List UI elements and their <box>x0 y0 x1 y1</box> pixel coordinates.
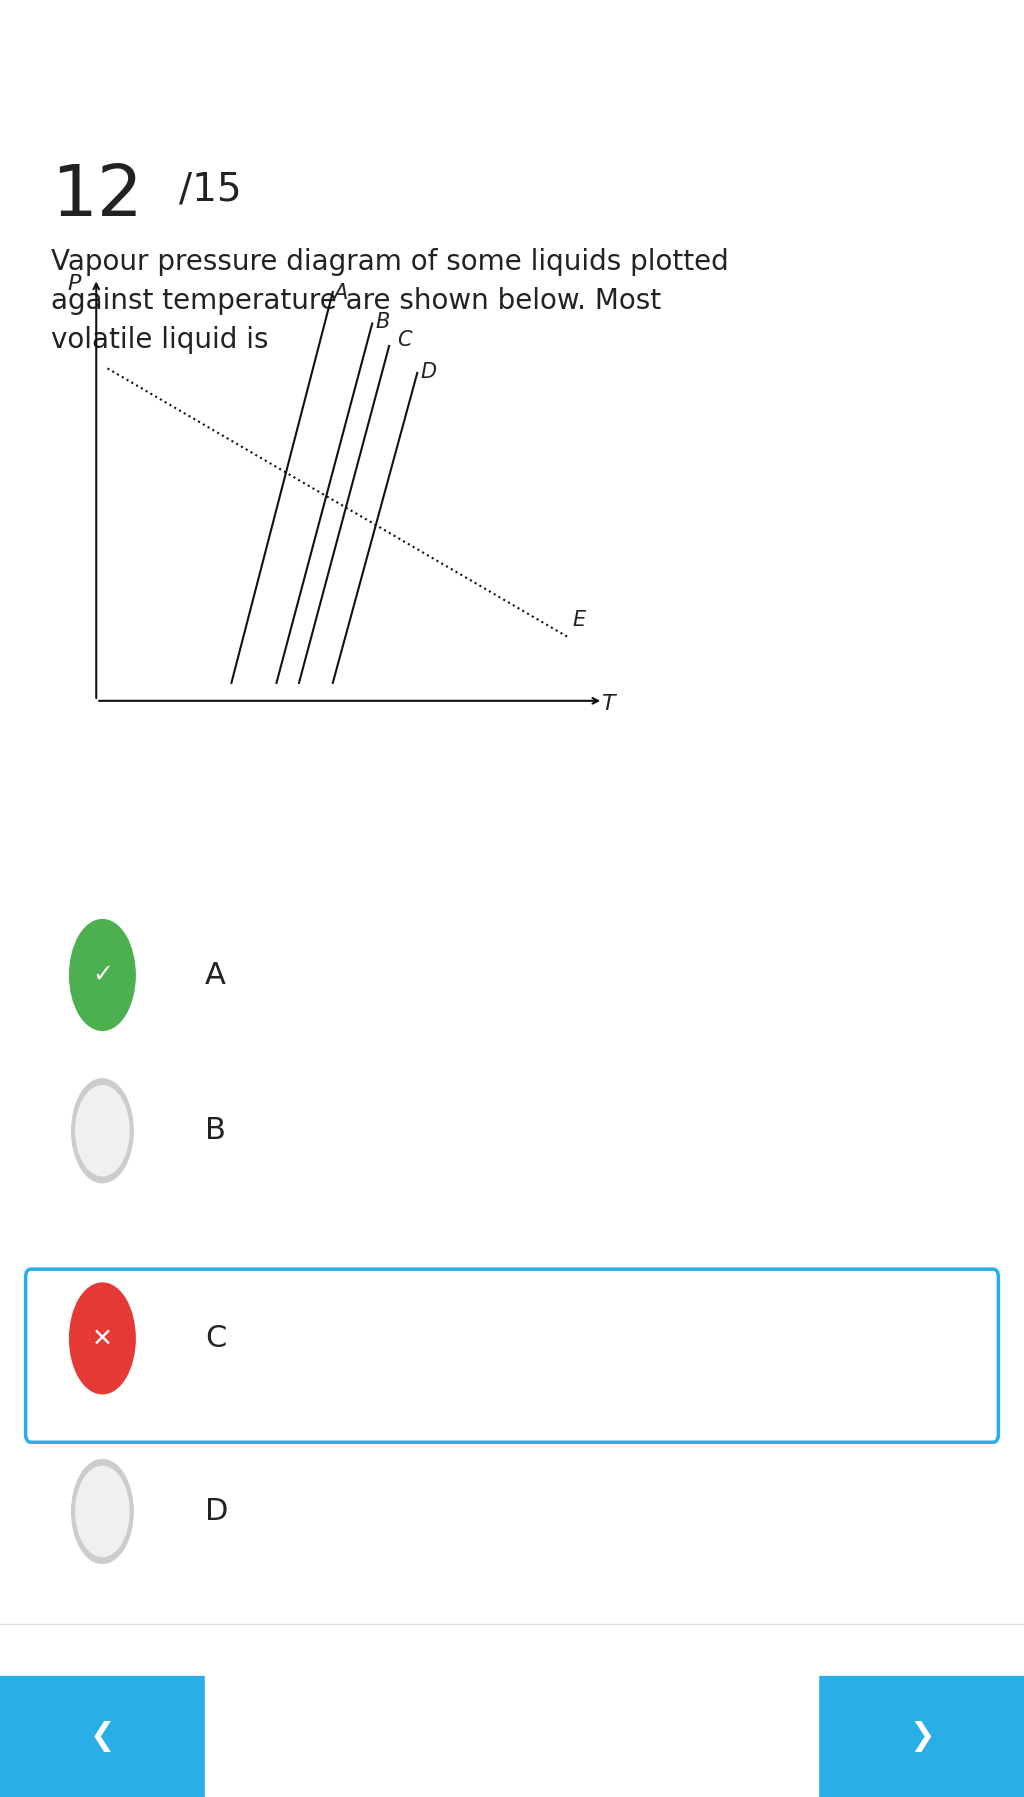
Text: C: C <box>205 1324 226 1353</box>
Circle shape <box>70 1283 135 1394</box>
Text: ❮: ❮ <box>90 1722 115 1752</box>
Circle shape <box>76 1466 129 1556</box>
Text: D: D <box>420 361 436 381</box>
Circle shape <box>72 1459 133 1563</box>
Text: T: T <box>601 694 614 713</box>
FancyBboxPatch shape <box>0 1677 205 1797</box>
Text: C: C <box>397 331 413 350</box>
FancyBboxPatch shape <box>819 1677 1024 1797</box>
Text: 12: 12 <box>51 162 143 230</box>
Text: Vapour pressure diagram of some liquids plotted
against temperature are shown be: Vapour pressure diagram of some liquids … <box>51 248 729 354</box>
Text: ✕: ✕ <box>92 1326 113 1350</box>
Text: /15: /15 <box>179 171 242 208</box>
Text: ✓: ✓ <box>92 963 113 987</box>
Text: B: B <box>375 313 389 332</box>
Text: P: P <box>67 273 81 295</box>
Text: Incorrect Questions: Incorrect Questions <box>390 22 634 45</box>
Text: D: D <box>205 1497 228 1526</box>
Circle shape <box>76 1085 129 1175</box>
FancyBboxPatch shape <box>26 1269 998 1443</box>
Text: E: E <box>572 609 586 631</box>
Circle shape <box>72 1078 133 1182</box>
Text: A: A <box>333 282 347 304</box>
Circle shape <box>70 920 135 1030</box>
Text: A: A <box>205 961 225 990</box>
Text: B: B <box>205 1116 225 1145</box>
Text: ❯: ❯ <box>909 1722 934 1752</box>
